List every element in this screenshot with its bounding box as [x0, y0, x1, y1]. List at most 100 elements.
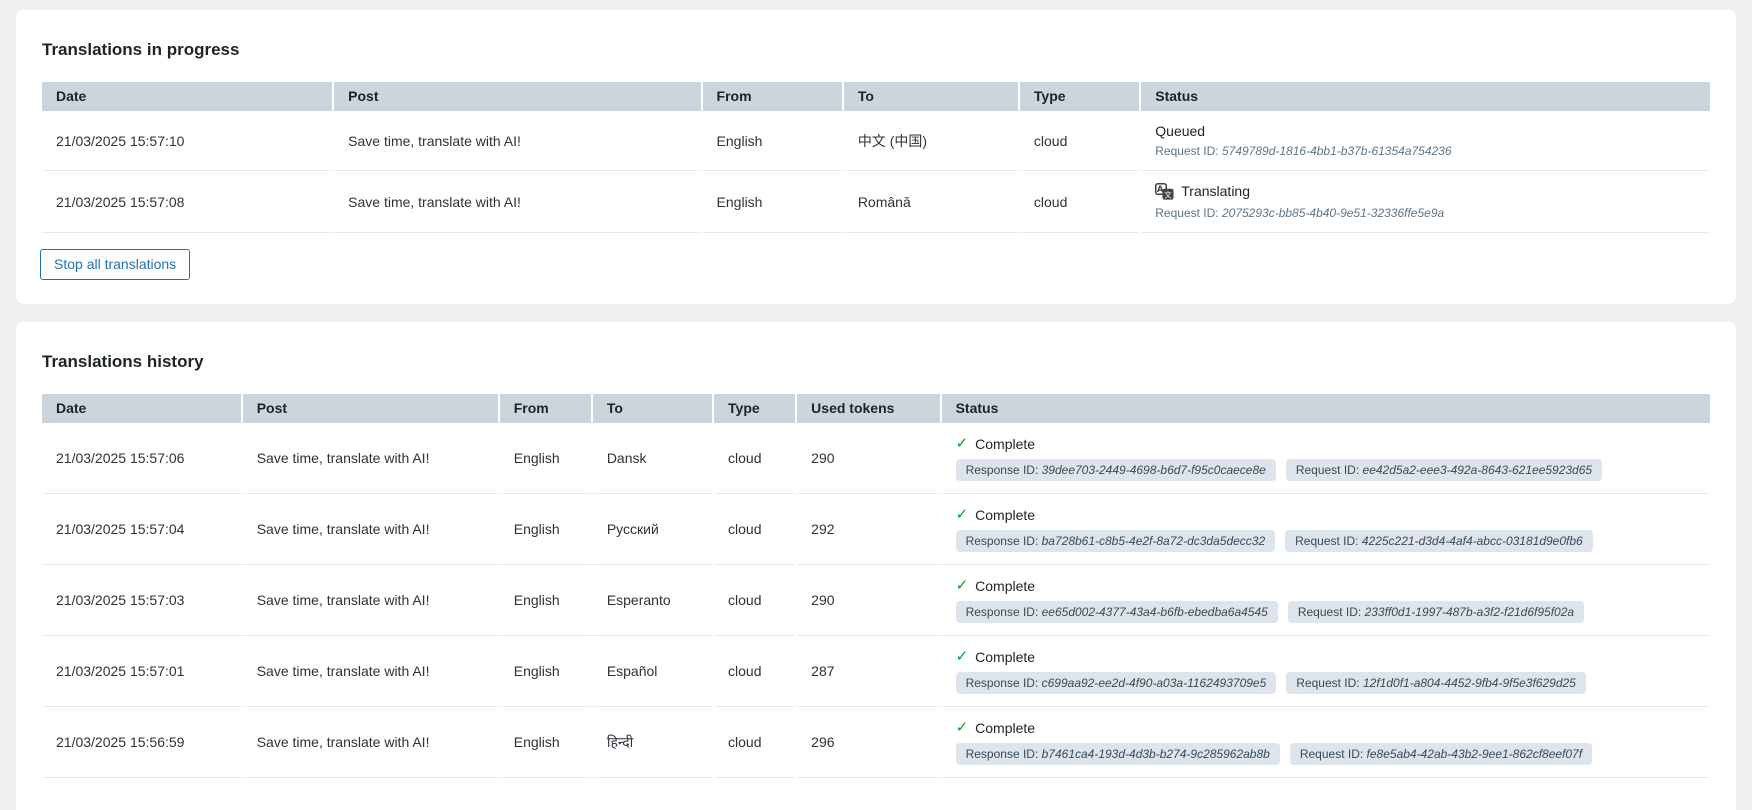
request-id-label: Request ID: [1295, 463, 1360, 477]
cell-to: 中文 (中国) [843, 111, 1018, 171]
check-icon: ✓ [955, 719, 969, 736]
cell-from: English [499, 707, 591, 778]
request-id-value: 5749789d-1816-4bb1-b37b-61354a754236 [1221, 144, 1452, 158]
history-table: Date Post From To Type Used tokens Statu… [40, 394, 1712, 778]
col-header-to: To [592, 394, 713, 423]
cell-date: 21/03/2025 15:57:08 [42, 171, 333, 233]
cell-date: 21/03/2025 15:57:01 [42, 636, 241, 707]
cell-status: ✓ Complete Response ID: 39dee703-2449-46… [941, 423, 1710, 494]
status-complete: ✓ Complete [956, 719, 1696, 737]
response-id-label: Response ID: [965, 747, 1039, 761]
cell-date: 21/03/2025 15:56:59 [42, 707, 241, 778]
check-icon: ✓ [955, 577, 969, 594]
request-id-label: Request ID: [1296, 676, 1360, 690]
cell-post: Save time, translate with AI! [334, 171, 701, 233]
col-header-status: Status [1141, 82, 1710, 111]
status-complete: ✓ Complete [956, 506, 1696, 524]
cell-to: Dansk [592, 423, 713, 494]
cell-status: ✓ Complete Response ID: ee65d002-4377-43… [941, 565, 1710, 636]
response-id-label: Response ID: [965, 676, 1039, 690]
table-row: 21/03/2025 15:57:06 Save time, translate… [42, 423, 1710, 494]
cell-type: cloud [714, 494, 796, 565]
in-progress-table: Date Post From To Type Status 21/03/2025… [40, 82, 1712, 233]
cell-date: 21/03/2025 15:57:03 [42, 565, 241, 636]
cell-from: English [499, 494, 591, 565]
cell-status: Queued Request ID: 5749789d-1816-4bb1-b3… [1141, 111, 1710, 171]
cell-post: Save time, translate with AI! [242, 565, 498, 636]
request-id-label: Request ID: [1299, 747, 1364, 761]
cell-type: cloud [714, 707, 796, 778]
cell-post: Save time, translate with AI! [242, 423, 498, 494]
response-id-value: 39dee703-2449-4698-b6d7-f95c0caece8e [1041, 463, 1266, 477]
table-row: 21/03/2025 15:57:08 Save time, translate… [42, 171, 1710, 233]
svg-text:文: 文 [1165, 189, 1173, 199]
cell-used-tokens: 290 [797, 565, 940, 636]
status-text: Complete [975, 649, 1036, 665]
request-id-value: 12f1d0f1-a804-4452-9fb4-9f5e3f629d25 [1363, 676, 1576, 690]
cell-type: cloud [714, 565, 796, 636]
cell-post: Save time, translate with AI! [242, 636, 498, 707]
in-progress-title: Translations in progress [42, 40, 240, 59]
response-id-value: c699aa92-ee2d-4f90-a03a-1162493709e5 [1041, 676, 1267, 690]
request-id-value: 4225c221-d3d4-4af4-abcc-03181d9e0fb6 [1361, 534, 1583, 548]
col-header-from: From [499, 394, 591, 423]
in-progress-header-row: Date Post From To Type Status [42, 82, 1710, 111]
request-id-label: Request ID: [1155, 144, 1219, 158]
cell-post: Save time, translate with AI! [242, 494, 498, 565]
cell-type: cloud [714, 423, 796, 494]
table-row: 21/03/2025 15:56:59 Save time, translate… [42, 707, 1710, 778]
response-id-badge: Response ID: 39dee703-2449-4698-b6d7-f95… [955, 459, 1276, 481]
id-badges: Response ID: b7461ca4-193d-4d3b-b274-9c2… [955, 743, 1696, 765]
table-row: 21/03/2025 15:57:03 Save time, translate… [42, 565, 1710, 636]
response-id-badge: Response ID: c699aa92-ee2d-4f90-a03a-116… [955, 672, 1277, 694]
cell-post: Save time, translate with AI! [242, 707, 498, 778]
cell-used-tokens: 292 [797, 494, 940, 565]
cell-status: ✓ Complete Response ID: c699aa92-ee2d-4f… [941, 636, 1710, 707]
id-badges: Response ID: ba728b61-c8b5-4e2f-8a72-dc3… [955, 530, 1696, 552]
translation-icon: A 文 [1155, 182, 1174, 200]
check-icon: ✓ [955, 435, 969, 452]
status-text: Complete [975, 720, 1036, 736]
cell-from: English [702, 111, 842, 171]
response-id-badge: Response ID: ee65d002-4377-43a4-b6fb-ebe… [955, 601, 1278, 623]
check-icon: ✓ [955, 648, 969, 665]
request-id-label: Request ID: [1297, 605, 1362, 619]
stop-all-translations-button[interactable]: Stop all translations [40, 249, 191, 280]
cell-from: English [499, 565, 591, 636]
request-id-label: Request ID: [1295, 534, 1359, 548]
request-id-value: 233ff0d1-1997-487b-a3f2-f21d6f95f02a [1364, 605, 1575, 619]
response-id-value: ba728b61-c8b5-4e2f-8a72-dc3da5decc32 [1041, 534, 1266, 548]
check-icon: ✓ [955, 506, 969, 523]
cell-to: हिन्दी [592, 707, 713, 778]
cell-status: ✓ Complete Response ID: ba728b61-c8b5-4e… [941, 494, 1710, 565]
cell-date: 21/03/2025 15:57:06 [42, 423, 241, 494]
cell-type: cloud [714, 636, 796, 707]
response-id-badge: Response ID: ba728b61-c8b5-4e2f-8a72-dc3… [955, 530, 1276, 552]
cell-used-tokens: 290 [797, 423, 940, 494]
response-id-label: Response ID: [965, 605, 1039, 619]
request-id-badge: Request ID: ee42d5a2-eee3-492a-8643-621e… [1285, 459, 1603, 481]
request-id-badge: Request ID: 4225c221-d3d4-4af4-abcc-0318… [1285, 530, 1593, 552]
id-badges: Response ID: ee65d002-4377-43a4-b6fb-ebe… [955, 601, 1696, 623]
id-badges: Response ID: 39dee703-2449-4698-b6d7-f95… [955, 459, 1696, 481]
request-id-value: fe8e5ab4-42ab-43b2-9ee1-862cf8eef07f [1366, 747, 1583, 761]
cell-type: cloud [1019, 171, 1140, 233]
col-header-used-tokens: Used tokens [797, 394, 940, 423]
response-id-label: Response ID: [965, 463, 1039, 477]
request-id-badge: Request ID: fe8e5ab4-42ab-43b2-9ee1-862c… [1289, 743, 1593, 765]
status-complete: ✓ Complete [956, 435, 1696, 453]
response-id-value: b7461ca4-193d-4d3b-b274-9c285962ab8b [1041, 747, 1270, 761]
cell-from: English [499, 423, 591, 494]
request-id-badge: Request ID: 233ff0d1-1997-487b-a3f2-f21d… [1287, 601, 1585, 623]
id-badges: Response ID: c699aa92-ee2d-4f90-a03a-116… [955, 672, 1696, 694]
cell-date: 21/03/2025 15:57:10 [42, 111, 333, 171]
response-id-badge: Response ID: b7461ca4-193d-4d3b-b274-9c2… [955, 743, 1280, 765]
history-header-row: Date Post From To Type Used tokens Statu… [42, 394, 1710, 423]
status-text: Complete [975, 436, 1036, 452]
col-header-post: Post [242, 394, 498, 423]
request-id-value: 2075293c-bb85-4b40-9e51-32336ffe5e9a [1221, 206, 1445, 220]
cell-to: Español [592, 636, 713, 707]
cell-date: 21/03/2025 15:57:04 [42, 494, 241, 565]
translations-in-progress-card: Translations in progress Date Post From … [16, 10, 1736, 304]
request-id-badge: Request ID: 12f1d0f1-a804-4452-9fb4-9f5e… [1286, 672, 1586, 694]
